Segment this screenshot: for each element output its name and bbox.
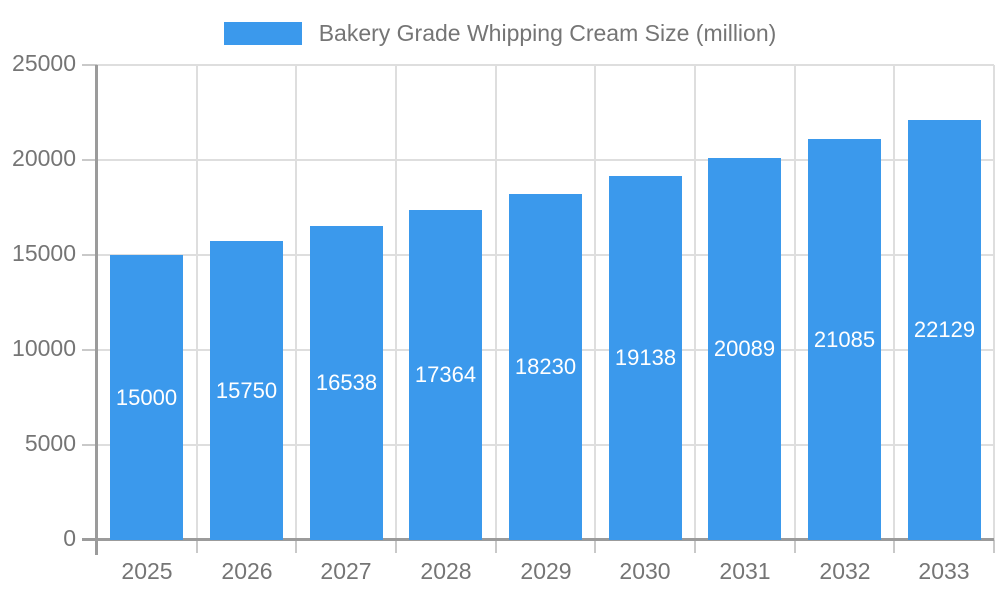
- bar[interactable]: 20089: [708, 158, 781, 540]
- bar-value-label: 15750: [215, 377, 278, 403]
- gridline-vertical: [196, 65, 198, 540]
- gridline-vertical: [993, 65, 995, 540]
- x-axis-label: 2027: [320, 558, 372, 584]
- y-axis-label: 10000: [12, 335, 76, 361]
- x-axis-tick: [694, 540, 696, 553]
- x-axis-tick: [196, 540, 198, 553]
- x-axis-tick: [495, 540, 497, 553]
- bar-value-label: 18230: [514, 354, 577, 379]
- bar-value-label: 20089: [713, 336, 776, 361]
- y-axis-label: 0: [63, 525, 76, 551]
- x-axis-label: 2028: [420, 558, 472, 584]
- y-axis-label: 25000: [12, 50, 76, 76]
- x-axis-tick: [594, 540, 596, 553]
- y-axis-tick: [82, 444, 97, 446]
- gridline-vertical: [295, 65, 297, 540]
- bar-value-label: 21085: [813, 326, 876, 352]
- legend: Bakery Grade Whipping Cream Size (millio…: [0, 14, 1000, 52]
- bar[interactable]: 19138: [609, 176, 682, 540]
- gridline-vertical: [495, 65, 497, 540]
- y-axis-tick: [82, 254, 97, 256]
- x-axis-label: 2030: [619, 558, 671, 584]
- x-axis-label: 2031: [719, 558, 771, 584]
- x-axis-label: 2026: [221, 558, 273, 584]
- bar-value-label: 19138: [614, 345, 677, 370]
- bar[interactable]: 15750: [210, 241, 283, 540]
- gridline-vertical: [893, 65, 895, 540]
- x-axis-label: 2025: [121, 558, 173, 584]
- bar[interactable]: 15000: [110, 255, 183, 540]
- gridline-vertical: [794, 65, 796, 540]
- legend-label: Bakery Grade Whipping Cream Size (millio…: [318, 20, 777, 46]
- gridline-vertical: [395, 65, 397, 540]
- y-axis-tick: [82, 349, 97, 351]
- gridline-vertical: [694, 65, 696, 540]
- gridline-vertical: [594, 65, 596, 540]
- bar[interactable]: 16538: [310, 226, 383, 540]
- bar-value-label: 17364: [414, 362, 477, 387]
- bar-value-label: 16538: [315, 370, 378, 395]
- legend-swatch-icon: [223, 21, 302, 45]
- y-axis-line: [95, 65, 98, 555]
- x-axis-tick: [794, 540, 796, 553]
- y-axis-tick: [82, 64, 97, 66]
- bar[interactable]: 18230: [509, 194, 582, 540]
- bar[interactable]: 17364: [409, 210, 482, 540]
- x-axis-label: 2033: [918, 558, 970, 584]
- bar-value-label: 22129: [913, 317, 976, 342]
- gridline-horizontal: [97, 159, 994, 161]
- bar-value-label: 15000: [115, 384, 178, 410]
- x-axis-tick: [893, 540, 895, 553]
- x-axis-tick: [295, 540, 297, 553]
- bar[interactable]: 22129: [908, 120, 981, 540]
- legend-item[interactable]: Bakery Grade Whipping Cream Size (millio…: [223, 19, 777, 47]
- y-axis-tick: [82, 159, 97, 161]
- y-axis-label: 5000: [24, 430, 76, 456]
- y-axis-label: 20000: [12, 145, 76, 171]
- x-axis-label: 2032: [819, 558, 871, 584]
- bar[interactable]: 21085: [808, 139, 881, 540]
- x-axis-label: 2029: [520, 558, 572, 584]
- x-axis-tick: [993, 540, 995, 553]
- x-axis-tick: [395, 540, 397, 553]
- y-axis-label: 15000: [12, 240, 76, 266]
- gridline-horizontal: [97, 64, 994, 66]
